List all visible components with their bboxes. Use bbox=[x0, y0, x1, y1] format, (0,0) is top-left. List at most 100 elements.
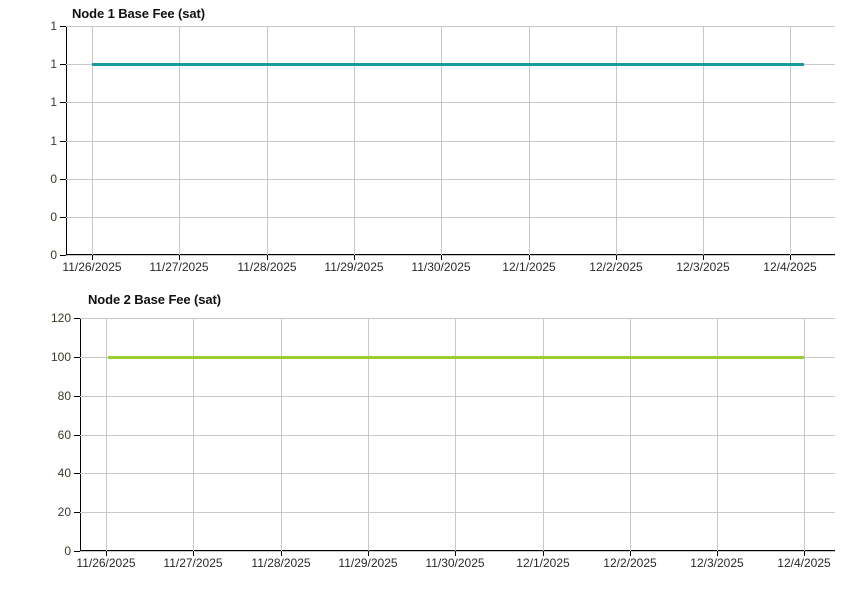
y-axis-label: 0 bbox=[50, 248, 57, 262]
y-axis-tick bbox=[74, 357, 80, 358]
chart-title: Node 1 Base Fee (sat) bbox=[72, 6, 206, 21]
x-axis-tick bbox=[441, 255, 442, 260]
gridline-vertical bbox=[543, 318, 544, 551]
x-axis-label: 12/3/2025 bbox=[690, 556, 744, 570]
x-axis-tick bbox=[193, 551, 194, 556]
y-axis-tick bbox=[60, 26, 66, 27]
x-axis-label: 11/28/2025 bbox=[251, 556, 311, 570]
gridline-horizontal bbox=[80, 396, 835, 397]
gridline-horizontal bbox=[66, 26, 835, 27]
y-axis-tick bbox=[74, 318, 80, 319]
x-axis-tick bbox=[529, 255, 530, 260]
y-axis-tick bbox=[74, 435, 80, 436]
y-axis-label: 1 bbox=[50, 134, 57, 148]
x-axis-tick bbox=[543, 551, 544, 556]
y-axis-label: 100 bbox=[50, 350, 71, 364]
series-line bbox=[92, 63, 804, 66]
gridline-horizontal bbox=[80, 318, 835, 319]
x-axis-label: 12/4/2025 bbox=[763, 260, 817, 274]
gridline-vertical bbox=[790, 26, 791, 255]
x-axis-label: 11/29/2025 bbox=[338, 556, 398, 570]
y-axis-tick bbox=[60, 141, 66, 142]
chart-node-1-base-fee: Node 1 Base Fee (sat) 1 1 1 1 0 0 0 11/26/2025… bbox=[0, 0, 860, 295]
x-axis-tick bbox=[717, 551, 718, 556]
y-axis-tick bbox=[60, 64, 66, 65]
x-axis-label: 12/3/2025 bbox=[676, 260, 730, 274]
y-axis-tick bbox=[60, 102, 66, 103]
y-axis-tick bbox=[60, 255, 66, 256]
y-axis-label: 80 bbox=[57, 389, 71, 403]
gridline-horizontal bbox=[80, 512, 835, 513]
x-axis-tick bbox=[281, 551, 282, 556]
plot-area: 1 1 1 1 0 0 0 11/26/2025 11/27/2025 11/28/2025 11… bbox=[50, 19, 835, 274]
gridline-vertical bbox=[616, 26, 617, 255]
y-axis-tick bbox=[60, 217, 66, 218]
x-axis-label: 12/1/2025 bbox=[502, 260, 556, 274]
y-axis-label: 0 bbox=[64, 544, 71, 558]
y-axis-tick bbox=[60, 179, 66, 180]
gridline-vertical bbox=[529, 26, 530, 255]
x-axis-tick bbox=[92, 255, 93, 260]
gridline-vertical bbox=[92, 26, 93, 255]
gridline-horizontal bbox=[66, 141, 835, 142]
x-axis-tick bbox=[616, 255, 617, 260]
y-axis-line bbox=[80, 318, 81, 551]
x-axis-tick bbox=[106, 551, 107, 556]
gridline-horizontal bbox=[66, 255, 835, 256]
y-axis-label: 20 bbox=[57, 505, 71, 519]
gridline-vertical bbox=[193, 318, 194, 551]
x-axis-tick bbox=[703, 255, 704, 260]
y-axis-label: 40 bbox=[57, 466, 71, 480]
series-line bbox=[108, 356, 804, 359]
x-axis-line bbox=[66, 254, 835, 255]
gridline-horizontal bbox=[80, 435, 835, 436]
x-axis-label: 12/2/2025 bbox=[589, 260, 643, 274]
gridline-horizontal bbox=[80, 473, 835, 474]
gridline-vertical bbox=[441, 26, 442, 255]
y-axis-label: 0 bbox=[50, 172, 57, 186]
x-axis-label: 11/30/2025 bbox=[425, 556, 485, 570]
y-axis-tick bbox=[74, 551, 80, 552]
x-axis-label: 12/2/2025 bbox=[603, 556, 657, 570]
chart-node-2-base-fee: Node 2 Base Fee (sat) 120 100 80 60 40 20 0 11… bbox=[0, 292, 860, 600]
gridline-vertical bbox=[106, 318, 107, 551]
x-axis-tick bbox=[179, 255, 180, 260]
y-axis-label: 1 bbox=[50, 19, 57, 33]
x-axis-label: 11/28/2025 bbox=[237, 260, 297, 274]
x-axis-tick bbox=[804, 551, 805, 556]
gridline-vertical bbox=[368, 318, 369, 551]
gridline-vertical bbox=[630, 318, 631, 551]
x-axis-line bbox=[80, 550, 835, 551]
chart-title: Node 2 Base Fee (sat) bbox=[88, 292, 222, 307]
y-axis-tick bbox=[74, 512, 80, 513]
gridline-vertical bbox=[281, 318, 282, 551]
y-axis-label: 60 bbox=[57, 428, 71, 442]
y-axis-label: 120 bbox=[50, 311, 71, 325]
y-axis-label: 1 bbox=[50, 95, 57, 109]
plot-area: 120 100 80 60 40 20 0 11/26/2025 11/27/2025 11/2… bbox=[51, 311, 835, 570]
y-axis-tick bbox=[74, 473, 80, 474]
x-axis-label: 11/29/2025 bbox=[324, 260, 384, 274]
gridline-horizontal bbox=[66, 217, 835, 218]
y-axis-line bbox=[66, 26, 67, 255]
x-axis-label: 11/27/2025 bbox=[149, 260, 209, 274]
gridline-vertical bbox=[455, 318, 456, 551]
x-axis-tick bbox=[267, 255, 268, 260]
gridline-vertical bbox=[354, 26, 355, 255]
x-axis-label: 11/27/2025 bbox=[163, 556, 223, 570]
gridline-horizontal bbox=[66, 102, 835, 103]
x-axis-tick bbox=[790, 255, 791, 260]
x-axis-label: 11/26/2025 bbox=[62, 260, 122, 274]
x-axis-tick bbox=[455, 551, 456, 556]
y-axis-label: 1 bbox=[50, 57, 57, 71]
gridline-vertical bbox=[717, 318, 718, 551]
x-axis-label: 11/26/2025 bbox=[76, 556, 136, 570]
gridline-horizontal bbox=[66, 179, 835, 180]
x-axis-tick bbox=[630, 551, 631, 556]
x-axis-label: 12/1/2025 bbox=[516, 556, 570, 570]
gridline-vertical bbox=[703, 26, 704, 255]
gridline-vertical bbox=[179, 26, 180, 255]
y-axis-label: 0 bbox=[50, 210, 57, 224]
gridline-vertical bbox=[804, 318, 805, 551]
x-axis-label: 11/30/2025 bbox=[411, 260, 471, 274]
